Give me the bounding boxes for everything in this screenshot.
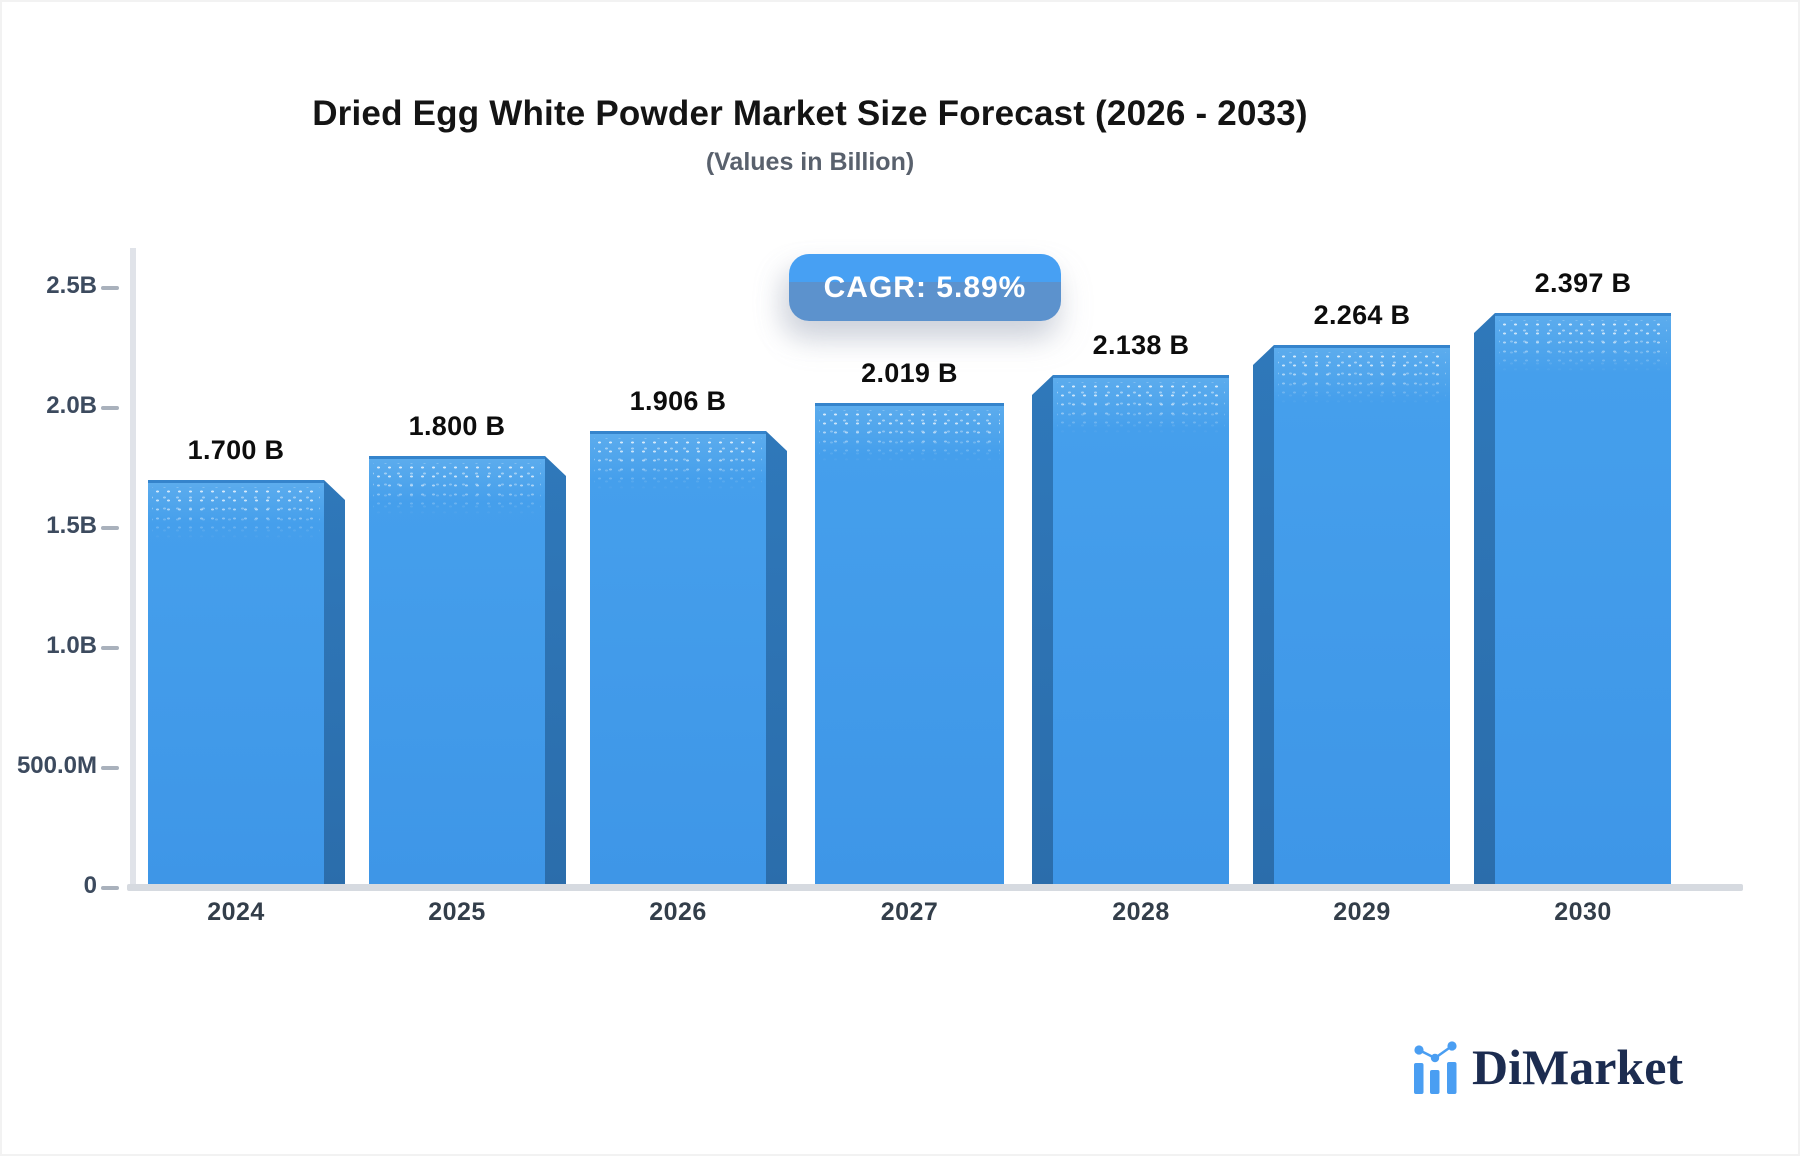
bar-value-label: 2.019 B	[861, 358, 958, 388]
bar-2025-side-face[interactable]	[545, 456, 566, 888]
y-axis-tick-mark	[101, 286, 119, 290]
bar-value-label: 2.264 B	[1313, 300, 1411, 330]
bar-halftone-texture	[1057, 382, 1225, 434]
bar-2030[interactable]	[1495, 313, 1671, 888]
y-axis-line	[130, 248, 136, 888]
bar-2027[interactable]	[815, 403, 1004, 888]
x-axis-label: 2027	[880, 898, 939, 926]
y-axis-tick-mark	[101, 526, 119, 530]
y-axis-tick-label: 2.0B	[46, 392, 97, 419]
chart-subtitle: (Values in Billion)	[705, 148, 915, 176]
y-axis-tick-mark	[101, 646, 119, 650]
bar-2030-side-face[interactable]	[1474, 313, 1495, 888]
bar-2024-side-face[interactable]	[324, 480, 345, 888]
y-axis-tick-label: 1.5B	[46, 512, 97, 539]
x-axis-label: 2028	[1112, 898, 1170, 926]
bar-2026-side-face[interactable]	[766, 431, 787, 888]
y-axis-tick-mark	[101, 406, 119, 410]
bar-2026[interactable]	[590, 431, 766, 888]
x-axis-label: 2030	[1554, 898, 1612, 926]
bar-halftone-texture	[1278, 352, 1446, 404]
bar-halftone-texture	[152, 487, 320, 539]
x-axis-baseline	[127, 884, 1743, 891]
mini-bar-chart-icon	[1414, 1041, 1457, 1094]
bar-halftone-texture	[1499, 320, 1667, 372]
bar-2025[interactable]	[369, 456, 545, 888]
bar-2028-side-face[interactable]	[1032, 375, 1053, 888]
x-axis-label: 2029	[1333, 898, 1391, 926]
bar-value-label: 2.138 B	[1092, 330, 1190, 360]
bar-value-label: 2.397 B	[1534, 268, 1632, 298]
y-axis-tick-mark	[101, 886, 119, 890]
chart-title: Dried Egg White Powder Market Size Forec…	[312, 94, 1308, 133]
bar-value-label: 1.906 B	[629, 386, 727, 416]
bar-2024[interactable]	[148, 480, 324, 888]
bar-halftone-texture	[819, 410, 1000, 462]
bar-2028[interactable]	[1053, 375, 1229, 888]
x-axis-label: 2026	[649, 898, 707, 926]
x-axis-label: 2025	[428, 898, 486, 926]
bar-value-label: 1.800 B	[408, 411, 506, 441]
bar-2029-side-face[interactable]	[1253, 345, 1274, 888]
bar-2029[interactable]	[1274, 345, 1450, 888]
y-axis-tick-label: 500.0M	[16, 752, 97, 779]
y-axis-tick-label: 2.5B	[46, 272, 97, 299]
y-axis-tick-mark	[101, 766, 119, 770]
bar-halftone-texture	[373, 463, 541, 515]
bar-halftone-texture	[594, 438, 762, 490]
y-axis-tick-label: 0	[83, 872, 97, 899]
x-axis-label: 2024	[207, 898, 265, 926]
brand-logo-text: DiMarket	[1472, 1039, 1684, 1095]
bar-value-label: 1.700 B	[187, 435, 285, 465]
y-axis-tick-label: 1.0B	[46, 632, 97, 659]
cagr-badge: CAGR: 5.89%	[789, 254, 1061, 321]
brand-logo: DiMarket	[1412, 1038, 1683, 1096]
